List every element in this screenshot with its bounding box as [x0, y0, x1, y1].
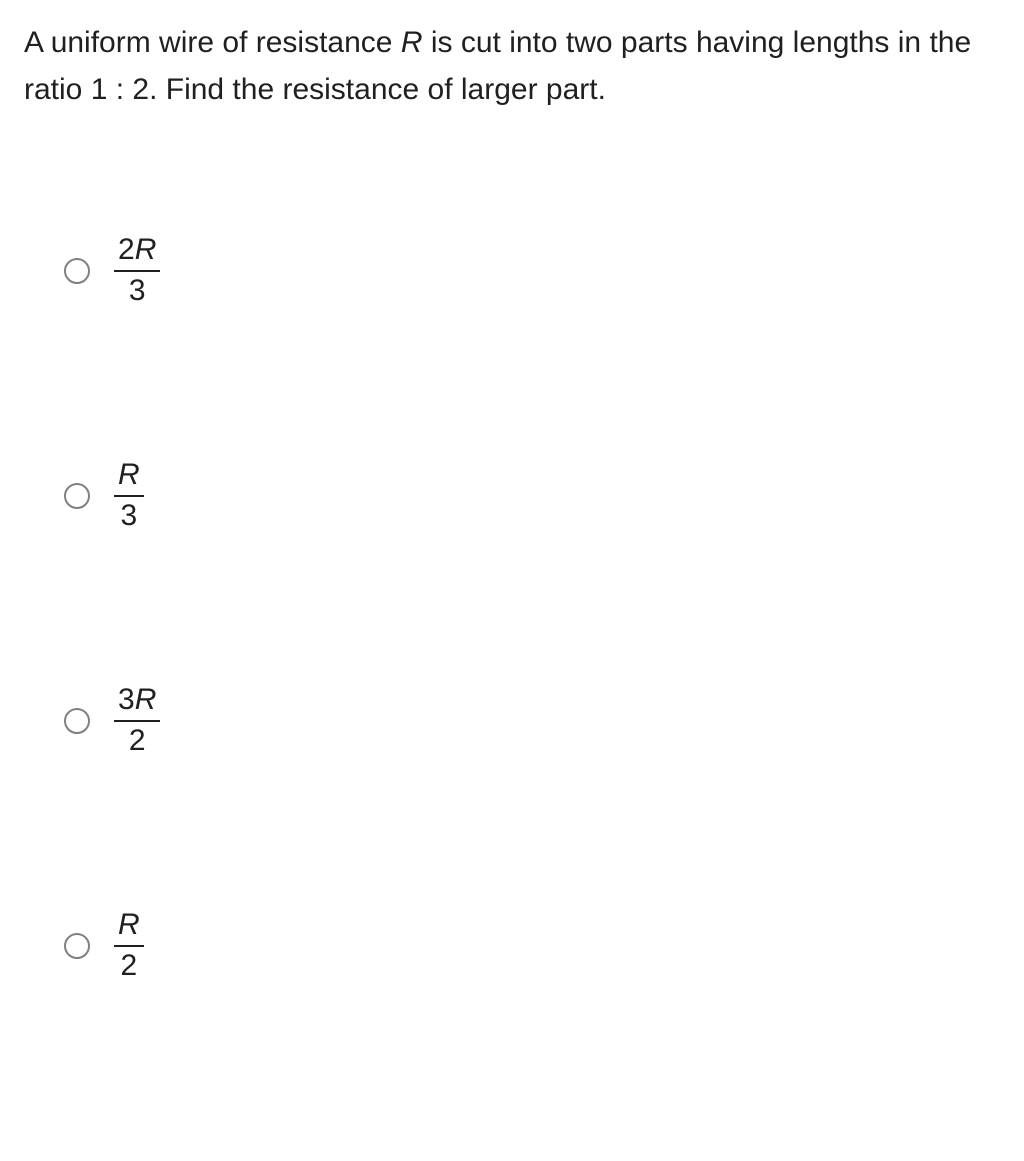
option-b[interactable]: R 3: [64, 458, 1000, 533]
option-c-denominator: 2: [125, 722, 150, 759]
radio-icon: [64, 933, 90, 959]
option-c-num-var: R: [135, 683, 157, 716]
option-a-numerator: 2R: [114, 233, 160, 270]
option-b-num-var: R: [118, 458, 140, 491]
option-c-numerator: 3R: [114, 683, 160, 720]
option-a-fraction: 2R 3: [114, 233, 160, 308]
question-part1: A uniform wire of resistance: [24, 26, 401, 59]
option-a[interactable]: 2R 3: [64, 233, 1000, 308]
option-b-fraction: R 3: [114, 458, 144, 533]
option-b-numerator: R: [114, 458, 144, 495]
question-variable: R: [401, 26, 423, 59]
option-a-num-prefix: 2: [118, 233, 135, 266]
option-a-denominator: 3: [125, 272, 150, 309]
option-c-num-prefix: 3: [118, 683, 135, 716]
option-a-num-var: R: [135, 233, 157, 266]
option-c[interactable]: 3R 2: [64, 683, 1000, 758]
option-b-denominator: 3: [116, 497, 141, 534]
radio-icon: [64, 708, 90, 734]
question-text: A uniform wire of resistance R is cut in…: [24, 20, 1000, 113]
option-d-fraction: R 2: [114, 908, 144, 983]
option-d-numerator: R: [114, 908, 144, 945]
option-d-num-var: R: [118, 908, 140, 941]
radio-icon: [64, 258, 90, 284]
radio-icon: [64, 483, 90, 509]
options-container: 2R 3 R 3 3R 2 R: [24, 233, 1000, 983]
option-d[interactable]: R 2: [64, 908, 1000, 983]
option-d-denominator: 2: [116, 947, 141, 984]
option-c-fraction: 3R 2: [114, 683, 160, 758]
